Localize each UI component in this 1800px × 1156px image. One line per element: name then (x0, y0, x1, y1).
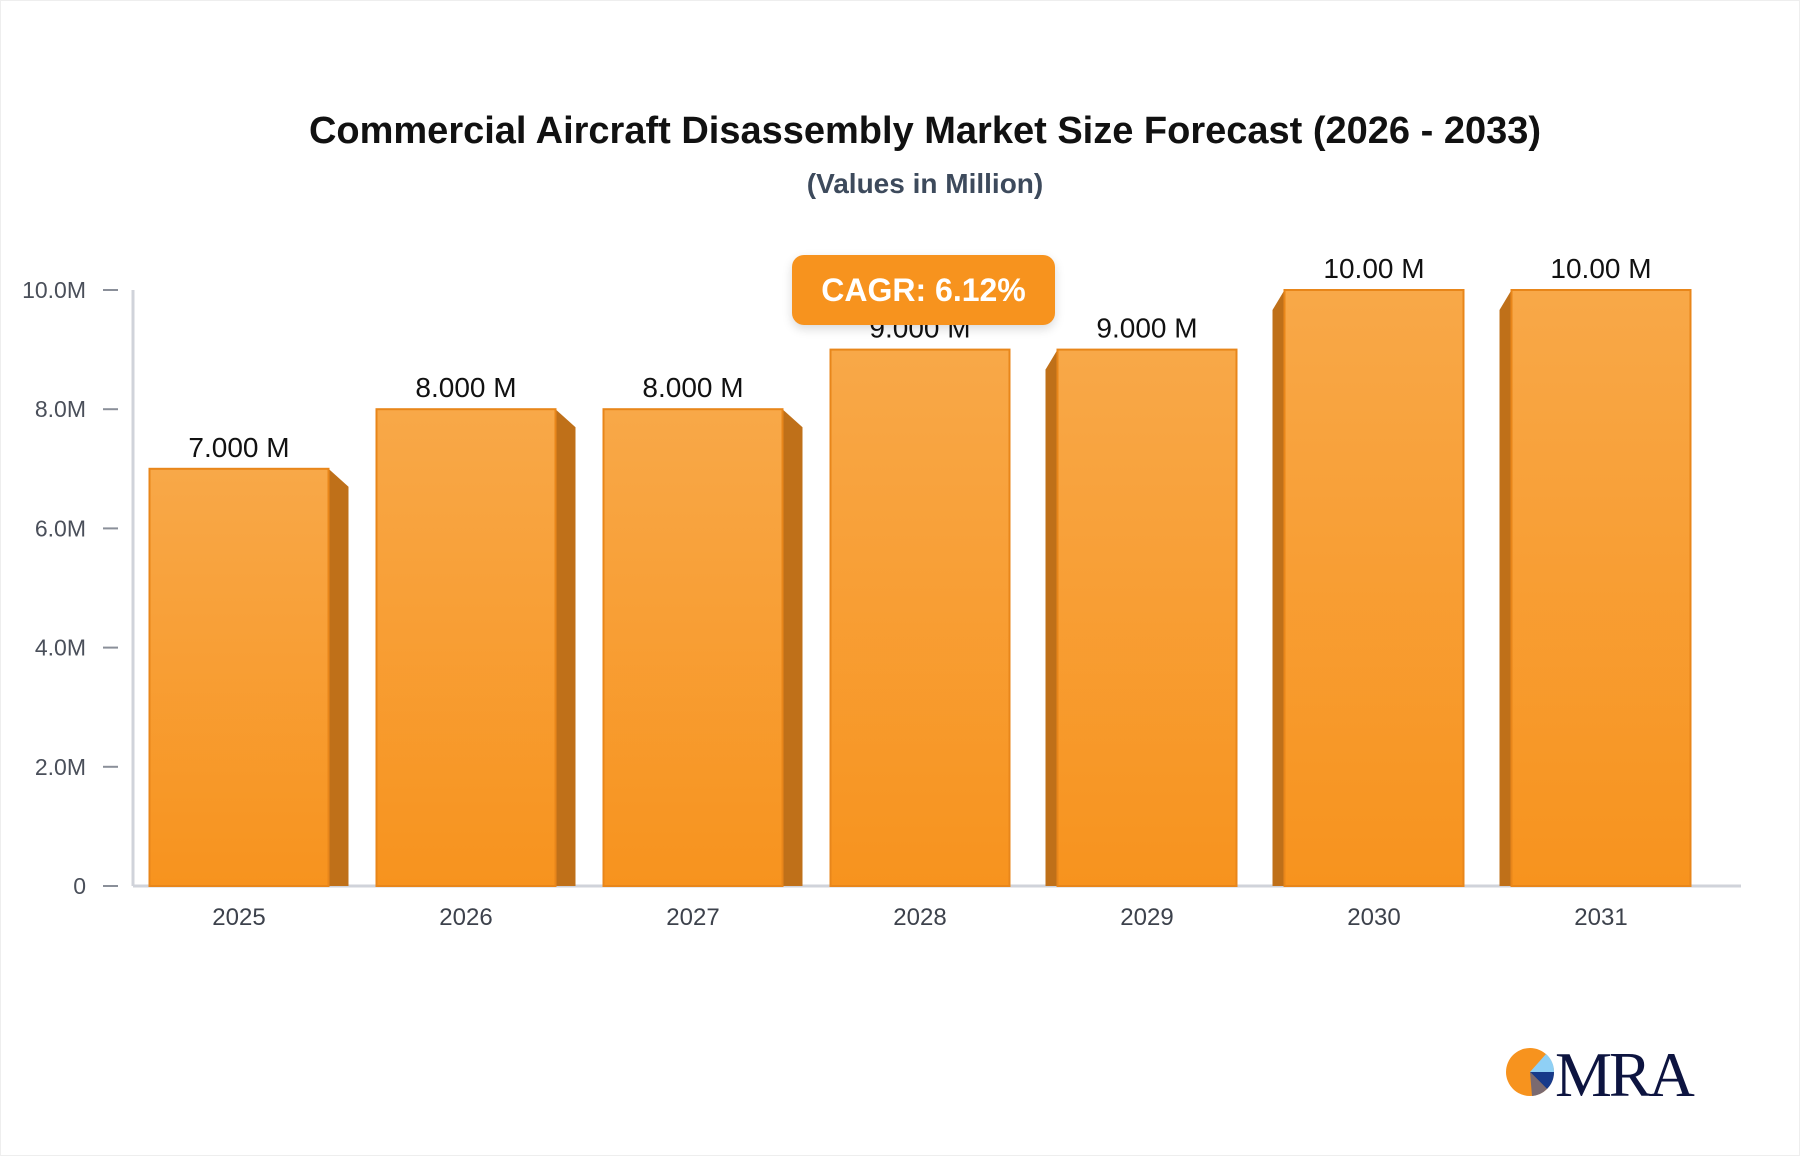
data-label: 10.00 M (1323, 253, 1424, 284)
x-tick-label: 2026 (439, 904, 492, 931)
x-tick-label: 2031 (1574, 904, 1627, 931)
data-label: 8.000 M (415, 372, 516, 403)
data-label: 9.000 M (1096, 313, 1197, 344)
bar-2027 (602, 408, 784, 887)
bar-2025 (148, 467, 330, 887)
y-tick-label: 4.0M (35, 635, 86, 661)
pie-logo-icon (1506, 1048, 1555, 1096)
bar-side (328, 468, 349, 886)
x-tick-label: 2029 (1120, 904, 1173, 931)
logo-text: MRA (1555, 1039, 1695, 1110)
bar-2029 (1056, 348, 1238, 888)
x-tick-label: 2030 (1347, 904, 1400, 931)
chart-title: Commercial Aircraft Disassembly Market S… (308, 110, 1542, 152)
data-label: 10.00 M (1550, 253, 1651, 284)
x-tick-label: 2027 (666, 904, 719, 931)
y-tick-label: 6.0M (35, 515, 86, 541)
y-tick-label: 8.0M (35, 396, 86, 422)
bar-side (782, 409, 803, 886)
y-tick-label: 2.0M (35, 754, 86, 780)
bar-side (1045, 349, 1058, 887)
cagr-badge: CAGR: 6.12% (792, 255, 1055, 325)
y-tick-label: 10.0M (22, 277, 86, 303)
mra-logo: MRA (1505, 1039, 1705, 1110)
bar-2031 (1510, 289, 1692, 887)
chart-subtitle: (Values in Million) (806, 168, 1044, 199)
bar-side (1272, 290, 1285, 886)
bar-2030 (1283, 289, 1465, 887)
bar-2026 (375, 408, 557, 887)
data-label: 8.000 M (642, 372, 743, 403)
bar-2028 (829, 348, 1011, 888)
bar-side (555, 409, 576, 886)
data-label: 7.000 M (188, 432, 289, 463)
y-tick-label: 0 (73, 873, 86, 899)
x-tick-label: 2028 (893, 904, 946, 931)
x-tick-label: 2025 (212, 904, 265, 931)
bar-side (1499, 290, 1512, 886)
